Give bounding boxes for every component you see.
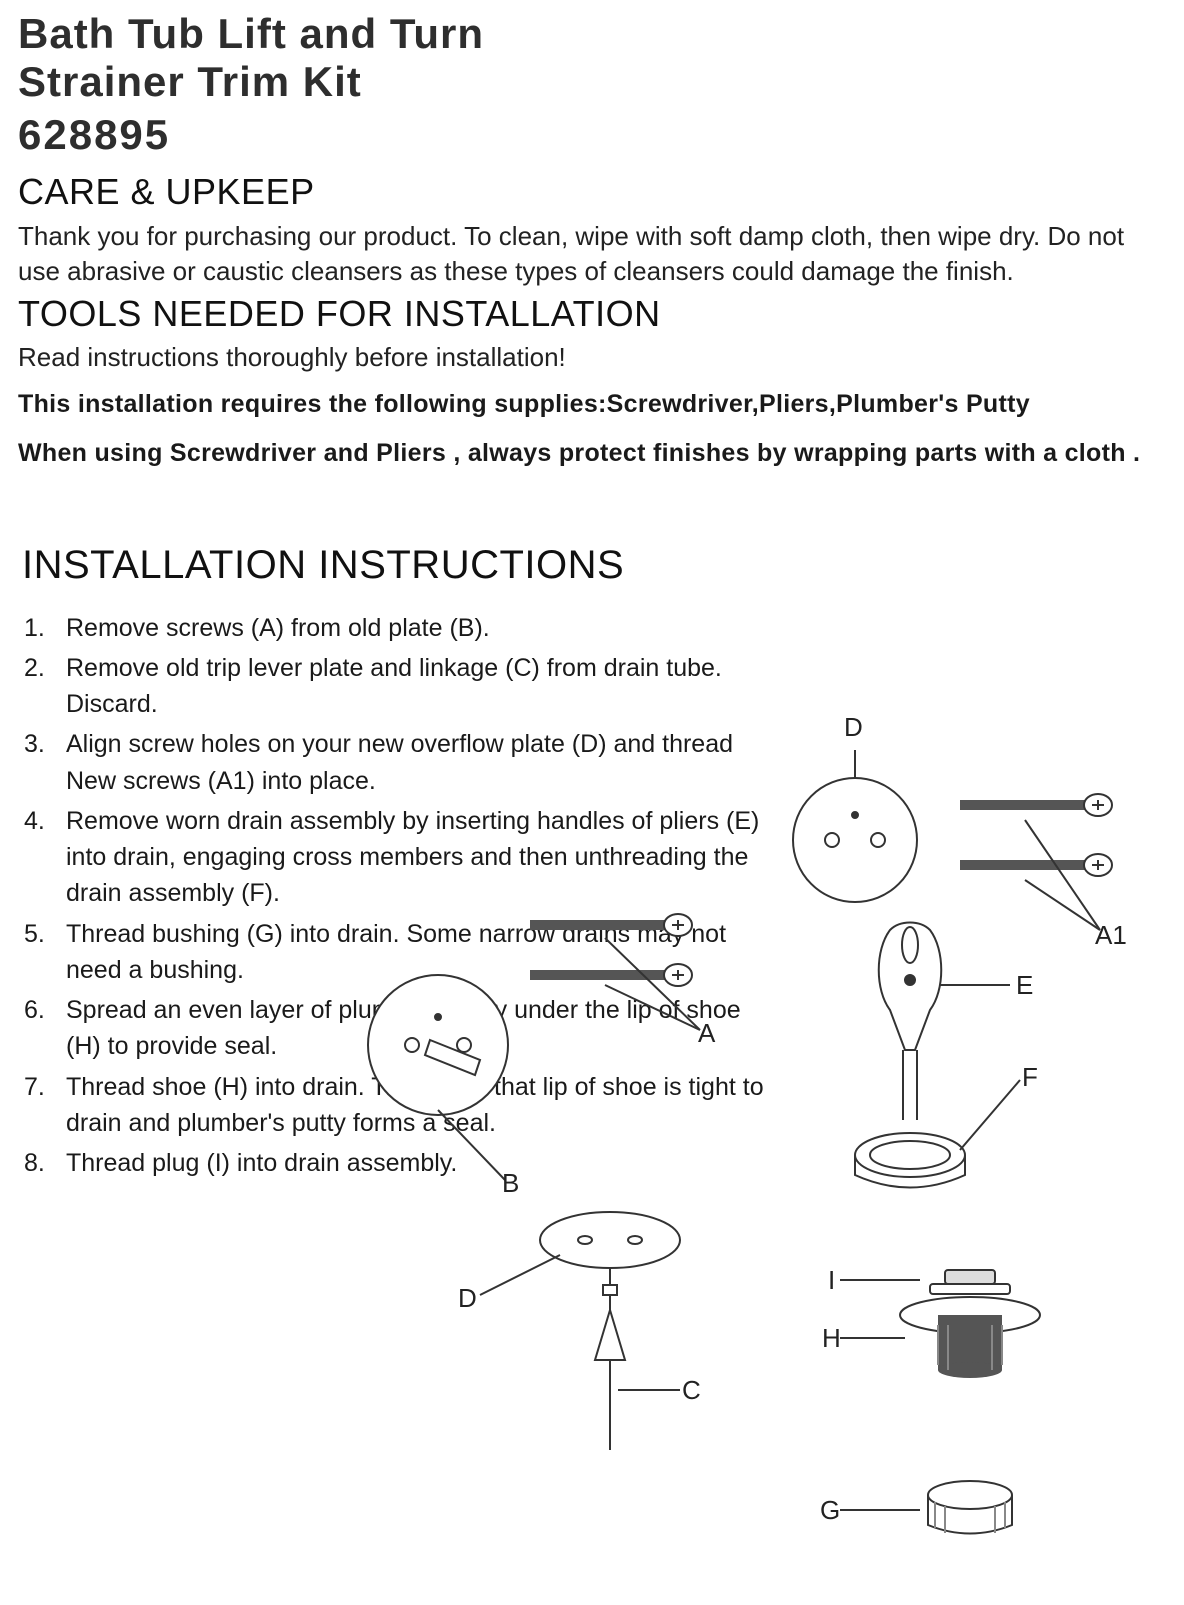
- step-text: Remove old trip lever plate and linkage …: [66, 650, 764, 723]
- step-number: 6.: [24, 992, 66, 1065]
- care-heading: CARE & UPKEEP: [18, 171, 1166, 213]
- part-number: 628895: [18, 111, 1166, 159]
- label-e: E: [1016, 970, 1033, 1001]
- label-b: B: [502, 1168, 519, 1199]
- step-number: 5.: [24, 916, 66, 989]
- step-number: 2.: [24, 650, 66, 723]
- label-g: G: [820, 1495, 840, 1526]
- product-title-line2: Strainer Trim Kit: [18, 58, 1166, 106]
- tools-warning: When using Screwdriver and Pliers , alwa…: [18, 434, 1166, 473]
- step-number: 3.: [24, 726, 66, 799]
- label-a: A: [698, 1018, 715, 1049]
- step-number: 7.: [24, 1069, 66, 1142]
- step-item: 2.Remove old trip lever plate and linkag…: [24, 650, 764, 723]
- step-item: 1.Remove screws (A) from old plate (B).: [24, 610, 764, 646]
- care-text: Thank you for purchasing our product. To…: [18, 219, 1148, 289]
- tools-supplies: This installation requires the following…: [18, 385, 1166, 424]
- label-c: C: [682, 1375, 701, 1406]
- page: Bath Tub Lift and Turn Strainer Trim Kit…: [0, 0, 1184, 1181]
- label-h: H: [822, 1323, 841, 1354]
- step-text: Remove screws (A) from old plate (B).: [66, 610, 764, 646]
- label-f: F: [1022, 1062, 1038, 1093]
- label-a1: A1: [1095, 920, 1127, 951]
- label-d-top: D: [844, 712, 863, 743]
- step-number: 4.: [24, 803, 66, 912]
- tools-heading: TOOLS NEEDED FOR INSTALLATION: [18, 293, 1166, 335]
- label-i: I: [828, 1265, 835, 1296]
- tools-intro: Read instructions thoroughly before inst…: [18, 339, 1166, 375]
- install-heading: INSTALLATION INSTRUCTIONS: [22, 543, 1166, 588]
- parts-diagram: D A1 A B D C E F I H G: [360, 750, 1160, 1600]
- label-d-bottom: D: [458, 1283, 477, 1314]
- diagram-svg: [360, 750, 1160, 1600]
- step-number: 1.: [24, 610, 66, 646]
- step-number: 8.: [24, 1145, 66, 1181]
- product-title-line1: Bath Tub Lift and Turn: [18, 10, 1166, 58]
